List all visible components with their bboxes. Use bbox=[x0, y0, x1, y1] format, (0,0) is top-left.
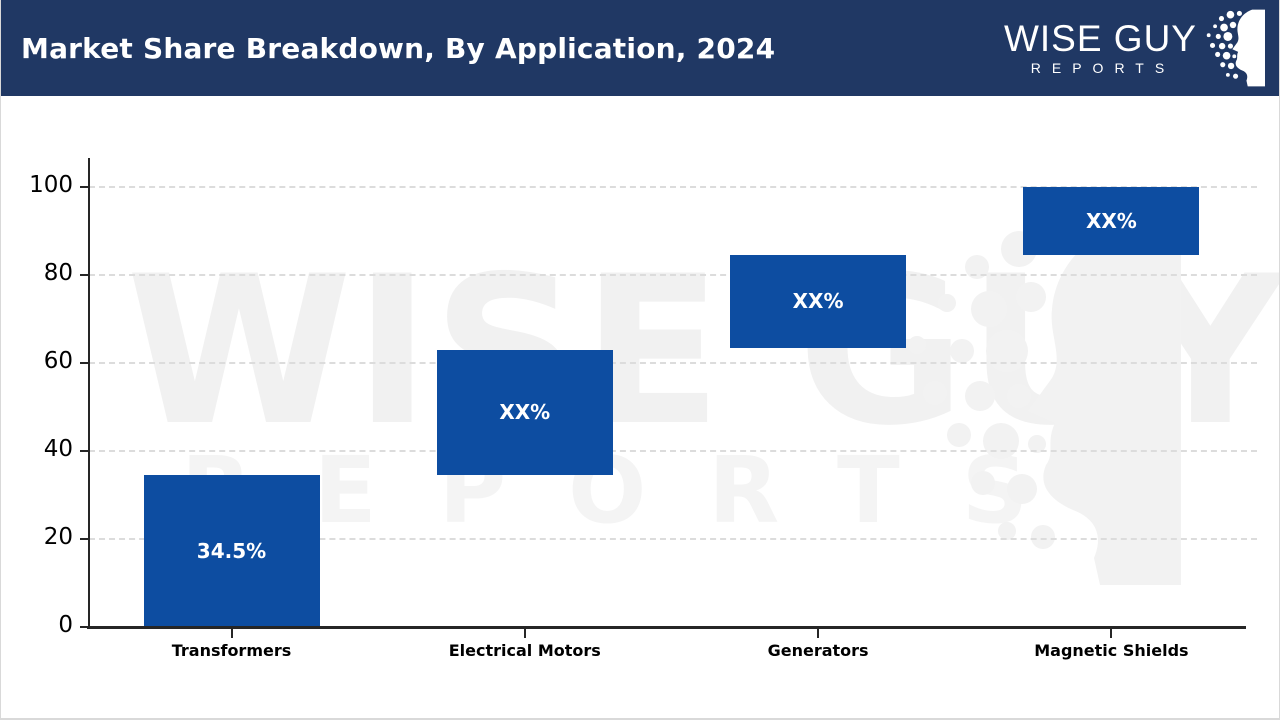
y-axis-tick-label: 100 bbox=[29, 172, 73, 198]
bar-value-label: XX% bbox=[1085, 209, 1137, 234]
x-axis-tick bbox=[817, 629, 820, 638]
y-axis-tick-label: 0 bbox=[58, 612, 73, 638]
y-axis-tick-label: 80 bbox=[43, 260, 73, 286]
y-axis-tick-label: 60 bbox=[43, 348, 73, 374]
y-axis-tick-label: 40 bbox=[43, 436, 73, 462]
brand-subname: REPORTS bbox=[1030, 60, 1176, 76]
gridline bbox=[89, 450, 1257, 452]
bar-generators: XX% bbox=[730, 255, 907, 348]
y-axis-tick bbox=[80, 274, 89, 276]
y-axis-tick bbox=[80, 186, 89, 188]
brand-logo: WISE GUY REPORTS bbox=[1004, 8, 1267, 88]
bar-transformers: 34.5% bbox=[143, 475, 320, 627]
bar-electrical-motors: XX% bbox=[436, 349, 613, 476]
y-axis-line bbox=[88, 158, 90, 629]
y-axis-tick bbox=[80, 362, 89, 364]
gridline bbox=[89, 274, 1257, 276]
x-axis-tick bbox=[1110, 629, 1113, 638]
x-axis-line bbox=[87, 626, 1246, 629]
header: Market Share Breakdown, By Application, … bbox=[1, 0, 1279, 96]
x-axis-category-label: Transformers bbox=[171, 641, 292, 660]
gridline bbox=[89, 362, 1257, 364]
bar-value-label: 34.5% bbox=[196, 539, 267, 564]
brand-face-icon bbox=[1206, 9, 1265, 87]
chart-title: Market Share Breakdown, By Application, … bbox=[21, 31, 776, 65]
bar-value-label: XX% bbox=[792, 289, 844, 314]
gridline bbox=[89, 538, 1257, 540]
bar-magnetic-shields: XX% bbox=[1023, 187, 1200, 256]
brand-name: WISE GUY bbox=[1003, 18, 1197, 59]
x-axis-category-label: Magnetic Shields bbox=[1034, 641, 1189, 660]
brand-logo-text: WISE GUY REPORTS bbox=[1004, 20, 1197, 76]
y-axis-tick bbox=[80, 538, 89, 540]
gridline bbox=[89, 186, 1257, 188]
x-axis-tick bbox=[230, 629, 233, 638]
y-axis-tick-label: 20 bbox=[43, 524, 73, 550]
x-axis-category-label: Generators bbox=[767, 641, 869, 660]
x-axis-tick bbox=[523, 629, 526, 638]
y-axis-tick bbox=[80, 626, 89, 628]
y-axis-tick bbox=[80, 450, 89, 452]
x-axis-category-label: Electrical Motors bbox=[448, 641, 601, 660]
bar-value-label: XX% bbox=[499, 400, 551, 425]
